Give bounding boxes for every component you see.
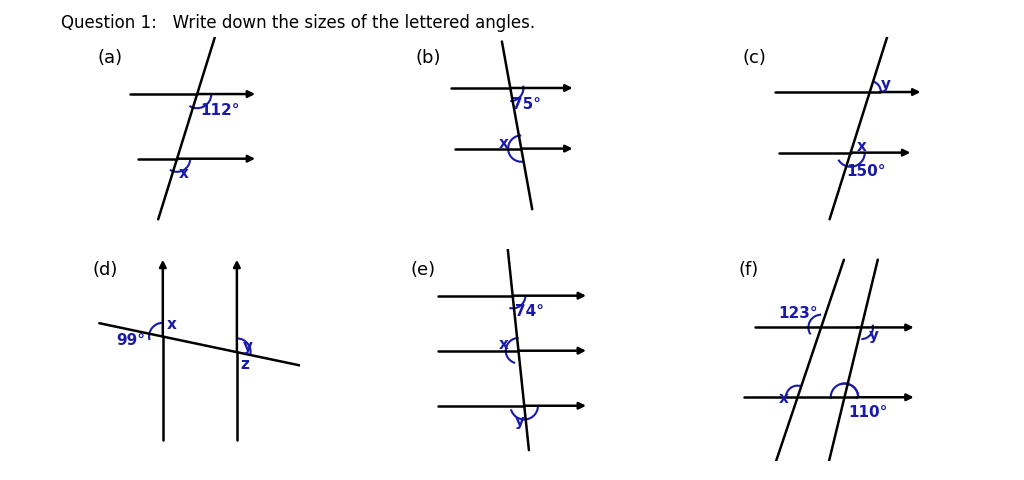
Text: y: y bbox=[515, 413, 524, 428]
Text: (b): (b) bbox=[415, 48, 440, 66]
Text: 150°: 150° bbox=[847, 164, 886, 179]
Text: x: x bbox=[857, 138, 866, 153]
Text: 99°: 99° bbox=[117, 332, 145, 347]
Text: (a): (a) bbox=[97, 48, 123, 66]
Text: (f): (f) bbox=[738, 260, 759, 278]
Text: Question 1:   Write down the sizes of the lettered angles.: Question 1: Write down the sizes of the … bbox=[61, 14, 536, 32]
Text: x: x bbox=[499, 336, 508, 351]
Text: 123°: 123° bbox=[779, 305, 818, 320]
Text: x: x bbox=[778, 390, 788, 405]
Text: x: x bbox=[499, 135, 509, 150]
Text: 112°: 112° bbox=[201, 103, 240, 118]
Text: 110°: 110° bbox=[849, 405, 888, 420]
Text: 74°: 74° bbox=[515, 303, 544, 318]
Text: y: y bbox=[868, 327, 879, 342]
Text: (d): (d) bbox=[93, 260, 119, 278]
Text: y: y bbox=[244, 338, 253, 353]
Text: x: x bbox=[167, 316, 177, 331]
Text: x: x bbox=[179, 166, 189, 180]
Text: (c): (c) bbox=[742, 48, 767, 66]
Text: y: y bbox=[881, 77, 891, 92]
Text: z: z bbox=[240, 356, 249, 371]
Text: (e): (e) bbox=[411, 260, 435, 278]
Text: 75°: 75° bbox=[512, 97, 542, 112]
